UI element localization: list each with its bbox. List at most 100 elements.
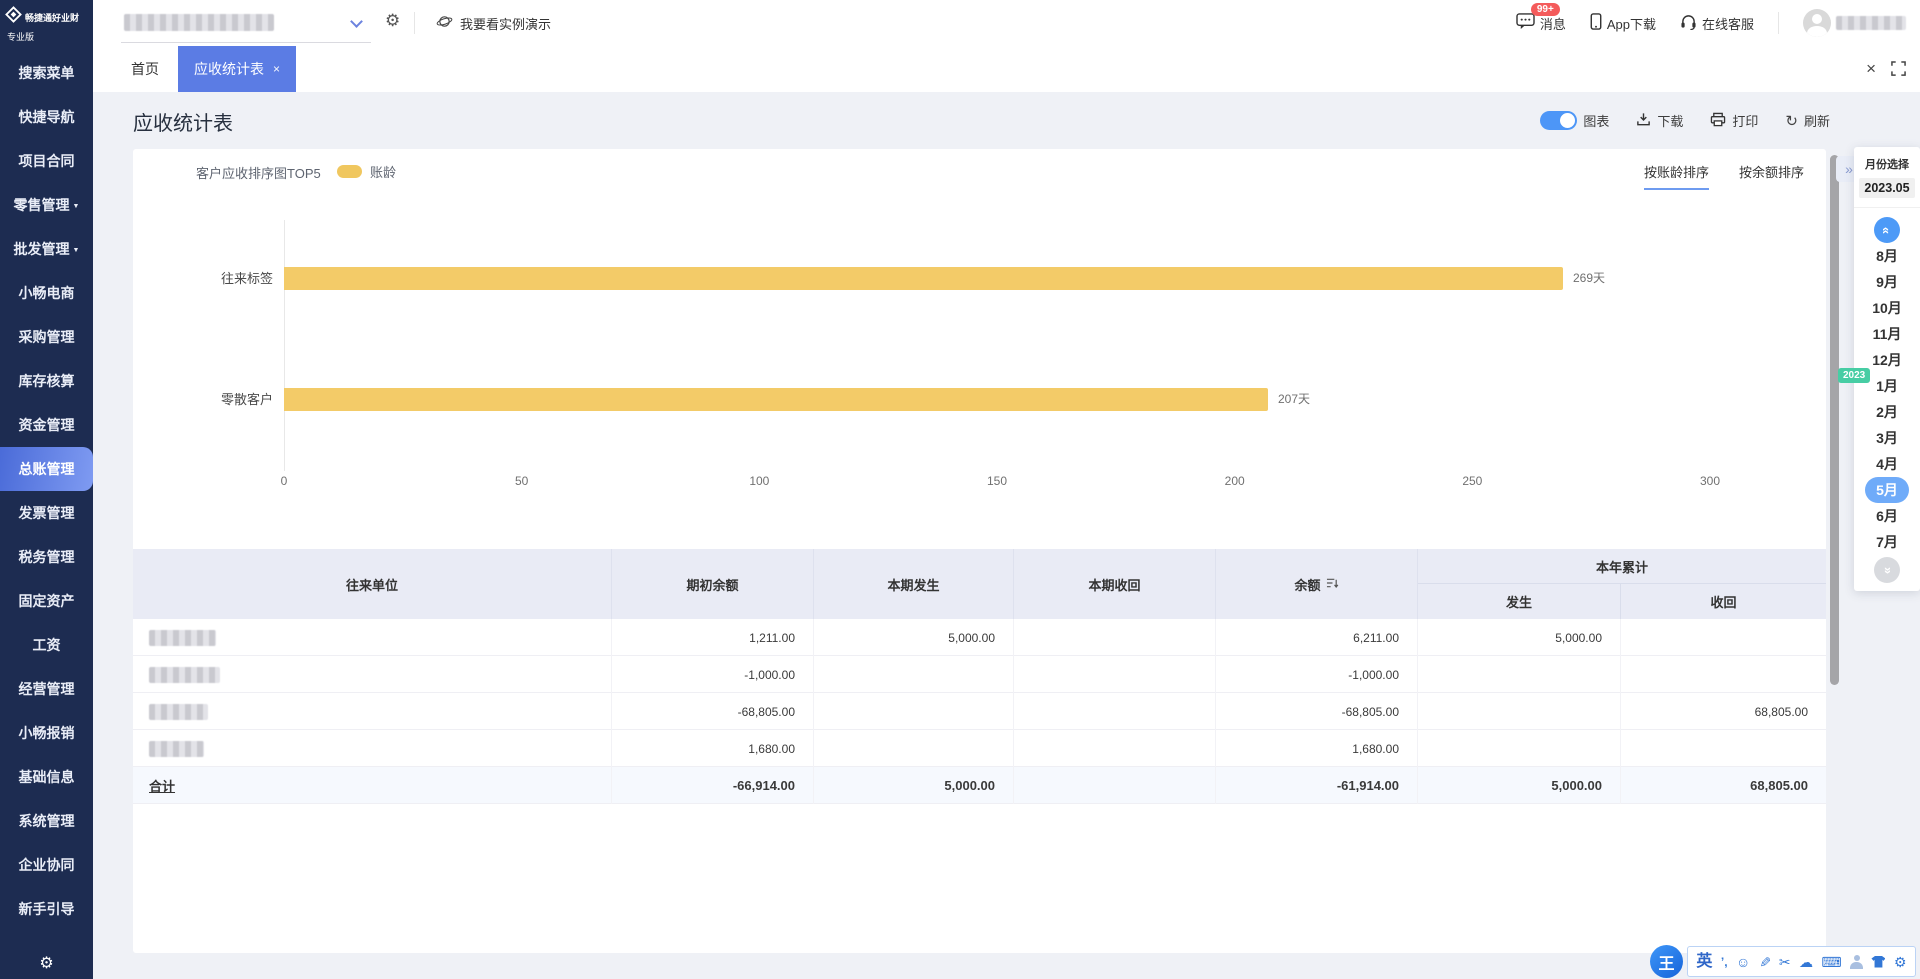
sidebar-item[interactable]: 项目合同 <box>18 153 75 169</box>
ime-logo[interactable]: 王 <box>1650 945 1683 978</box>
month-item[interactable]: 8月 <box>1876 248 1898 264</box>
sidebar-item[interactable]: 库存核算 <box>18 373 75 389</box>
month-item[interactable]: 11月 <box>1872 326 1902 342</box>
sidebar-item[interactable]: 系统管理 <box>18 813 75 829</box>
tab-close-icon[interactable]: × <box>273 62 281 76</box>
cloud-icon[interactable]: ☁ <box>1798 953 1813 970</box>
sidebar-item[interactable]: 工资 <box>32 637 61 653</box>
total-link[interactable]: 合计 <box>149 779 176 794</box>
redacted-customer-name <box>149 666 220 683</box>
table-cell <box>1418 730 1621 767</box>
customer-name-cell[interactable] <box>133 656 612 693</box>
month-item[interactable]: 1月 <box>1876 378 1898 394</box>
scroll-up-icon[interactable]: « <box>1874 217 1900 243</box>
month-item[interactable]: 12月 <box>1872 352 1902 368</box>
customer-name-cell[interactable] <box>133 619 612 656</box>
sort-icon[interactable] <box>1326 577 1339 592</box>
page-title: 应收统计表 <box>133 113 233 135</box>
sidebar-item[interactable]: 企业协同 <box>18 857 75 873</box>
sidebar-item[interactable]: 税务管理 <box>18 549 75 565</box>
y-axis-line <box>284 220 285 471</box>
vertical-scrollbar[interactable] <box>1830 155 1839 685</box>
sidebar-item[interactable]: 批发管理 ▼ <box>13 241 80 257</box>
app-download-button[interactable]: App下载 <box>1590 13 1656 33</box>
sidebar-gear-icon[interactable]: ⚙ <box>39 955 54 972</box>
refresh-button[interactable]: ↻ 刷新 <box>1785 111 1830 130</box>
table-body: 1,211.00 5,000.00 6,211.00 5,000.00 -1,000.0… <box>133 619 1826 767</box>
brand-edition: 专业版 <box>7 32 35 42</box>
col-header-balance: 余额 <box>1216 549 1418 619</box>
user-menu[interactable] <box>1803 9 1906 37</box>
table-cell <box>1014 619 1216 656</box>
tabbar: 首页 应收统计表 × × <box>93 46 1920 92</box>
bar-category-label: 零散客户 <box>220 392 273 407</box>
company-selector[interactable] <box>124 14 274 31</box>
bar-category-label: 往来标签 <box>220 271 273 286</box>
chart-toggle[interactable]: 图表 <box>1540 111 1609 130</box>
scissors-icon[interactable]: ✂ <box>1778 953 1791 970</box>
customer-name-cell[interactable] <box>133 730 612 767</box>
shirt-skin-icon[interactable] <box>1871 955 1886 968</box>
chevron-down-icon: ▼ <box>72 246 80 254</box>
month-item[interactable]: 2月 <box>1876 404 1898 420</box>
sidebar-item[interactable]: 新手引导 <box>18 901 75 917</box>
legend-label: 账龄 <box>370 165 397 180</box>
download-button[interactable]: 下载 <box>1636 111 1683 130</box>
close-all-icon[interactable]: × <box>1866 59 1876 78</box>
demo-link[interactable]: 我要看实例演示 <box>436 13 551 33</box>
sidebar-item[interactable]: 快捷导航 <box>18 109 75 125</box>
download-icon <box>1636 112 1651 130</box>
sidebar-item[interactable]: 基础信息 <box>18 769 75 785</box>
refresh-icon: ↻ <box>1785 112 1798 130</box>
x-axis-tick: 150 <box>986 474 1008 488</box>
sort-tab[interactable]: 按余额排序 <box>1738 165 1804 180</box>
pencil-icon[interactable]: ✎ <box>1756 955 1773 968</box>
month-panel-title: 月份选择 <box>1865 159 1909 171</box>
keyboard-icon[interactable]: ⌨ <box>1821 953 1842 970</box>
customer-name-cell[interactable] <box>133 693 612 730</box>
table-cell: 1,211.00 <box>612 619 814 656</box>
chart-title: 客户应收排序图TOP5 <box>196 166 321 181</box>
ime-settings-gear-icon[interactable]: ⚙ <box>1893 953 1907 970</box>
person-icon[interactable] <box>1850 954 1864 969</box>
month-item[interactable]: 7月 <box>1876 534 1898 550</box>
month-item[interactable]: 4月 <box>1876 456 1898 472</box>
redacted-customer-name <box>149 703 208 720</box>
chart-legend: 账龄 <box>337 162 396 181</box>
sidebar-item[interactable]: 发票管理 <box>18 505 75 521</box>
fullscreen-icon[interactable] <box>1891 61 1907 77</box>
ime-punctuation-button[interactable]: ’, <box>1720 954 1728 969</box>
month-item[interactable]: 6月 <box>1876 508 1898 524</box>
sidebar-item[interactable]: 总账管理 <box>0 447 93 491</box>
month-item[interactable]: 10月 <box>1872 300 1902 316</box>
settings-gear-icon[interactable]: ⚙ <box>385 11 401 30</box>
messages-button[interactable]: 99+ 消息 <box>1516 3 1566 33</box>
current-period[interactable]: 2023.05 <box>1859 178 1915 198</box>
sort-tab[interactable]: 按账龄排序 <box>1643 162 1709 190</box>
ime-language-button[interactable]: 英 <box>1696 952 1713 970</box>
bar-value-label: 207天 <box>1278 392 1311 406</box>
sidebar-item[interactable]: 经营管理 <box>18 681 75 697</box>
sidebar-item[interactable]: 小畅电商 <box>18 285 75 301</box>
month-item[interactable]: 3月 <box>1876 430 1898 446</box>
month-item[interactable]: 9月 <box>1876 274 1898 290</box>
support-button[interactable]: 在线客服 <box>1680 14 1754 33</box>
sidebar-item[interactable]: 采购管理 <box>18 329 75 345</box>
scroll-down-icon[interactable]: « <box>1874 557 1900 583</box>
sidebar-item[interactable]: 资金管理 <box>18 417 75 433</box>
sidebar-item[interactable]: 固定资产 <box>18 593 75 609</box>
tab-home[interactable]: 首页 <box>131 61 159 77</box>
table-cell <box>1014 730 1216 767</box>
sidebar-item[interactable]: 小畅报销 <box>18 725 75 741</box>
table-cell <box>1621 619 1826 656</box>
toggle-switch[interactable] <box>1540 111 1578 130</box>
print-button[interactable]: 打印 <box>1710 111 1758 130</box>
demo-link-label: 我要看实例演示 <box>460 16 552 32</box>
page-header: 应收统计表 图表 下载 打印 ↻ 刷新 <box>93 92 1920 149</box>
sidebar-item[interactable]: 搜索菜单 <box>18 65 75 81</box>
chevron-down-icon[interactable] <box>350 15 363 28</box>
month-item[interactable]: 5月 <box>1865 477 1909 503</box>
tab-receivable-stats[interactable]: 应收统计表 × <box>178 46 297 92</box>
sidebar-item[interactable]: 零售管理 ▼ <box>13 197 80 213</box>
emoji-icon[interactable]: ☺ <box>1735 953 1751 970</box>
